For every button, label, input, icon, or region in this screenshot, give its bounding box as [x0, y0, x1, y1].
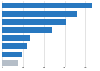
- Bar: [2, 27, 52, 33]
- Bar: [2, 3, 92, 8]
- Bar: [2, 60, 18, 66]
- Bar: [2, 35, 29, 41]
- Bar: [2, 11, 77, 17]
- Bar: [2, 19, 66, 25]
- Bar: [2, 52, 22, 57]
- Bar: [2, 43, 28, 49]
